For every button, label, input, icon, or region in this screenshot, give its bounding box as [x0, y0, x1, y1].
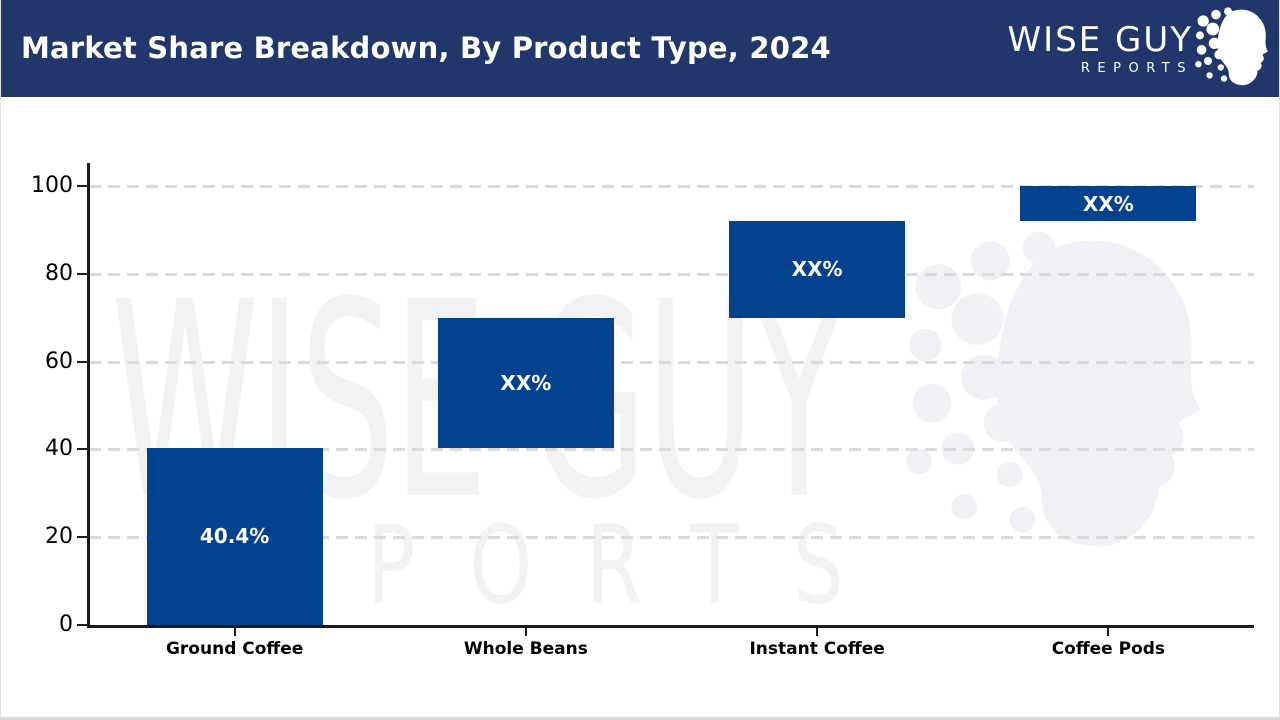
x-tick-label-3: Coffee Pods [1051, 639, 1166, 659]
x-tick-mark-3 [1107, 627, 1110, 636]
y-axis-line [87, 163, 90, 628]
x-tick-label-2: Instant Coffee [749, 639, 885, 659]
x-tick-mark-0 [233, 627, 236, 636]
y-tick-mark-40 [77, 448, 89, 451]
y-tick-mark-80 [77, 272, 89, 275]
wise-guy-reports-logo: WISE GUY REPORTS [1007, 4, 1275, 94]
y-tick-mark-60 [77, 360, 89, 363]
dotted-head-icon [1195, 7, 1268, 86]
x-tick-mark-2 [816, 627, 819, 636]
y-tick-label-80: 80 [45, 260, 73, 286]
y-tick-label-20: 20 [45, 524, 73, 550]
y-tick-mark-0 [77, 624, 89, 626]
bar-value-label: XX% [500, 370, 552, 395]
gridline-20 [89, 536, 1254, 540]
logo-name: WISE GUY [1007, 19, 1193, 60]
bar-coffee-pods: XX% [1020, 186, 1197, 222]
y-tick-mark-20 [77, 536, 89, 539]
bar-ground-coffee: 40.4% [146, 447, 323, 625]
x-tick-mark-1 [524, 627, 527, 636]
bar-value-label: 40.4% [199, 524, 270, 549]
y-tick-label-60: 60 [45, 348, 73, 374]
x-tick-label-0: Ground Coffee [165, 639, 304, 659]
bar-value-label: XX% [791, 257, 843, 282]
page-title: Market Share Breakdown, By Product Type,… [21, 31, 831, 65]
gridline-80 [89, 272, 1254, 276]
bar-value-label: XX% [1082, 191, 1134, 216]
x-axis-line [87, 625, 1254, 628]
y-tick-label-0: 0 [59, 612, 73, 637]
logo-text: WISE GUY REPORTS [1007, 23, 1193, 76]
gridline-60 [89, 360, 1254, 364]
logo-tagline: REPORTS [1080, 60, 1193, 76]
y-tick-label-100: 100 [31, 173, 73, 198]
y-tick-mark-100 [77, 185, 89, 187]
gridline-40 [89, 448, 1254, 452]
y-tick-label-40: 40 [45, 436, 73, 462]
bar-instant-coffee: XX% [729, 221, 906, 318]
x-tick-label-1: Whole Beans [463, 639, 588, 659]
gridline-100 [89, 185, 1254, 188]
bar-whole-beans: XX% [437, 317, 614, 448]
header-bar: Market Share Breakdown, By Product Type,… [1, 0, 1279, 97]
